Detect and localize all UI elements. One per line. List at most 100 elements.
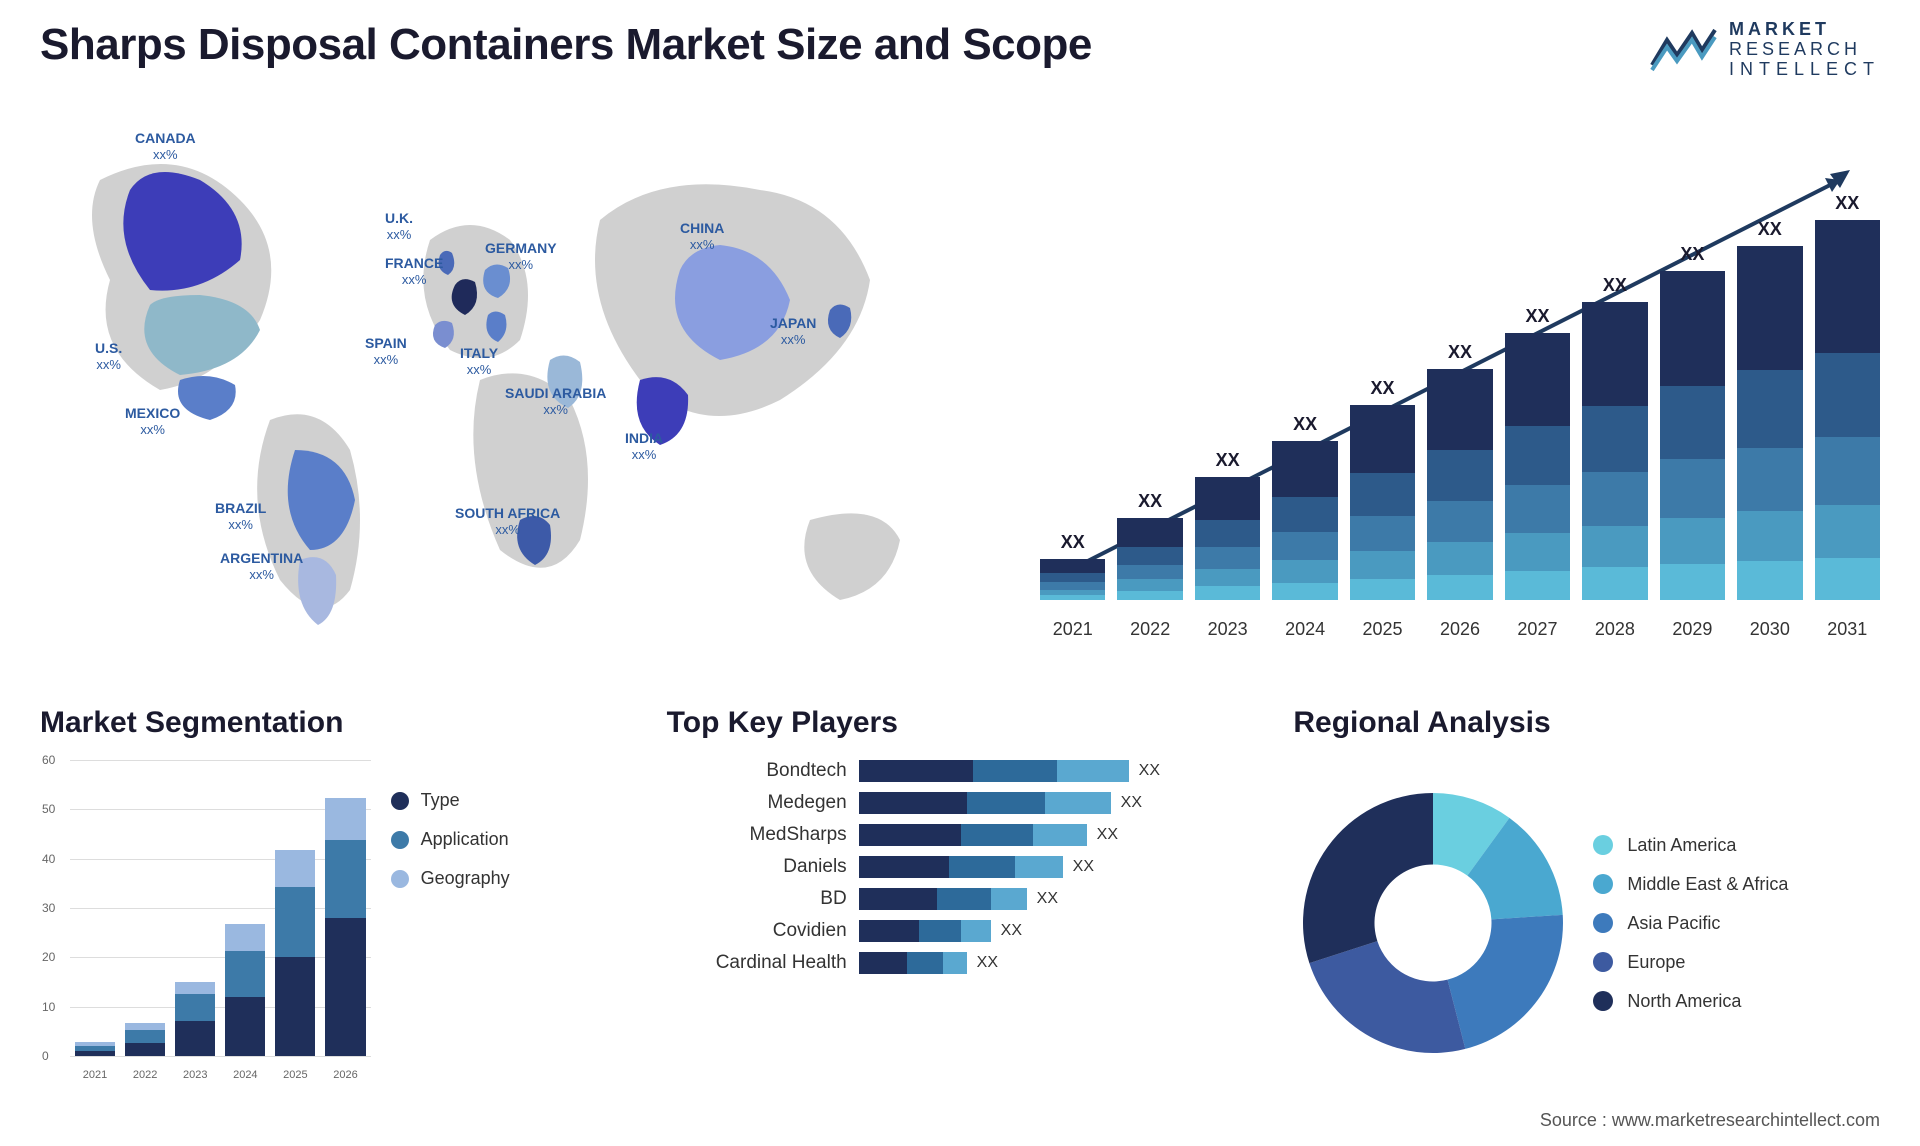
kp-seg <box>859 888 937 910</box>
kp-value: XX <box>977 954 998 972</box>
growth-seg <box>1117 565 1182 580</box>
growth-value: XX <box>1061 532 1085 553</box>
seg-year: 2024 <box>225 1069 265 1081</box>
map-label: U.K.xx% <box>385 210 413 242</box>
growth-seg <box>1040 595 1105 600</box>
growth-seg <box>1505 533 1570 570</box>
map-label: MEXICOxx% <box>125 405 180 437</box>
reg-legend-label: Middle East & Africa <box>1627 874 1788 895</box>
kp-bar: XX <box>859 920 1254 942</box>
growth-col: XX <box>1040 532 1105 600</box>
growth-seg <box>1737 561 1802 600</box>
growth-stack <box>1427 369 1492 600</box>
kp-stack <box>859 952 967 974</box>
map-label: BRAZILxx% <box>215 500 266 532</box>
growth-chart: XX XX XX XX XX XX XX XX XX XX <box>1040 140 1880 640</box>
seg-legend-item: Geography <box>391 868 627 889</box>
growth-year: 2024 <box>1272 619 1337 640</box>
logo-line-3: INTELLECT <box>1729 60 1880 80</box>
legend-dot-icon <box>391 792 409 810</box>
kp-name: BD <box>667 888 847 910</box>
growth-seg <box>1117 547 1182 565</box>
regional-legend: Latin America Middle East & Africa Asia … <box>1593 835 1880 1012</box>
seg-seg <box>125 1043 165 1056</box>
map-label: GERMANYxx% <box>485 240 557 272</box>
growth-col: XX <box>1195 450 1260 600</box>
reg-legend-item: Middle East & Africa <box>1593 874 1880 895</box>
reg-legend-label: Latin America <box>1627 835 1736 856</box>
seg-seg <box>225 997 265 1056</box>
regional-body: Latin America Middle East & Africa Asia … <box>1293 760 1880 1086</box>
seg-seg <box>225 951 265 997</box>
growth-seg <box>1350 551 1415 578</box>
kp-row: Daniels XX <box>667 856 1254 878</box>
kp-seg <box>991 888 1027 910</box>
logo-line-1: MARKET <box>1729 20 1880 40</box>
kp-seg <box>859 792 967 814</box>
kp-stack <box>859 856 1063 878</box>
seg-col <box>225 859 265 1056</box>
reg-legend-item: North America <box>1593 991 1880 1012</box>
seg-seg <box>125 1030 165 1043</box>
seg-seg <box>225 924 265 950</box>
donut-slice <box>1448 915 1563 1049</box>
kp-value: XX <box>1073 858 1094 876</box>
growth-stack <box>1117 518 1182 600</box>
kp-row: BD XX <box>667 888 1254 910</box>
reg-legend-item: Asia Pacific <box>1593 913 1880 934</box>
growth-seg <box>1350 473 1415 516</box>
growth-year: 2031 <box>1815 619 1880 640</box>
kp-seg <box>859 824 961 846</box>
growth-seg <box>1117 579 1182 591</box>
kp-name: Cardinal Health <box>667 952 847 974</box>
kp-seg <box>1033 824 1087 846</box>
kp-bar: XX <box>859 792 1254 814</box>
segmentation-legend: Type Application Geography <box>391 760 627 1086</box>
reg-legend-label: North America <box>1627 991 1741 1012</box>
growth-seg <box>1505 485 1570 533</box>
kp-seg <box>1045 792 1111 814</box>
growth-seg <box>1582 472 1647 526</box>
kp-value: XX <box>1139 762 1160 780</box>
growth-seg <box>1427 369 1492 450</box>
growth-seg <box>1427 575 1492 600</box>
seg-col <box>125 957 165 1056</box>
growth-seg <box>1427 501 1492 543</box>
map-label: INDIAxx% <box>625 430 663 462</box>
legend-dot-icon <box>391 870 409 888</box>
world-map: CANADAxx%U.S.xx%MEXICOxx%BRAZILxx%ARGENT… <box>40 120 960 650</box>
kp-bar: XX <box>859 856 1254 878</box>
growth-seg <box>1350 516 1415 551</box>
growth-value: XX <box>1603 275 1627 296</box>
world-map-svg <box>40 120 960 650</box>
legend-dot-icon <box>1593 913 1613 933</box>
kp-row: MedSharps XX <box>667 824 1254 846</box>
map-label: ARGENTINAxx% <box>220 550 303 582</box>
growth-value: XX <box>1138 491 1162 512</box>
growth-value: XX <box>1371 378 1395 399</box>
donut-slice <box>1303 793 1433 963</box>
growth-year: 2021 <box>1040 619 1105 640</box>
segmentation-title: Market Segmentation <box>40 706 627 740</box>
seg-col <box>175 908 215 1056</box>
reg-legend-label: Asia Pacific <box>1627 913 1720 934</box>
seg-col <box>275 809 315 1056</box>
growth-seg <box>1815 353 1880 437</box>
growth-year: 2027 <box>1505 619 1570 640</box>
growth-seg <box>1195 586 1260 600</box>
growth-seg <box>1272 532 1337 561</box>
source-text: Source : www.marketresearchintellect.com <box>1540 1110 1880 1131</box>
growth-stack <box>1040 559 1105 600</box>
growth-seg <box>1582 406 1647 472</box>
growth-year: 2026 <box>1427 619 1492 640</box>
growth-seg <box>1815 505 1880 558</box>
map-label: CHINAxx% <box>680 220 724 252</box>
growth-year: 2029 <box>1660 619 1725 640</box>
kp-name: MedSharps <box>667 824 847 846</box>
growth-value: XX <box>1835 193 1859 214</box>
kp-seg <box>937 888 991 910</box>
growth-seg <box>1040 582 1105 589</box>
kp-seg <box>973 760 1057 782</box>
logo: MARKET RESEARCH INTELLECT <box>1647 20 1880 79</box>
growth-seg <box>1040 573 1105 582</box>
